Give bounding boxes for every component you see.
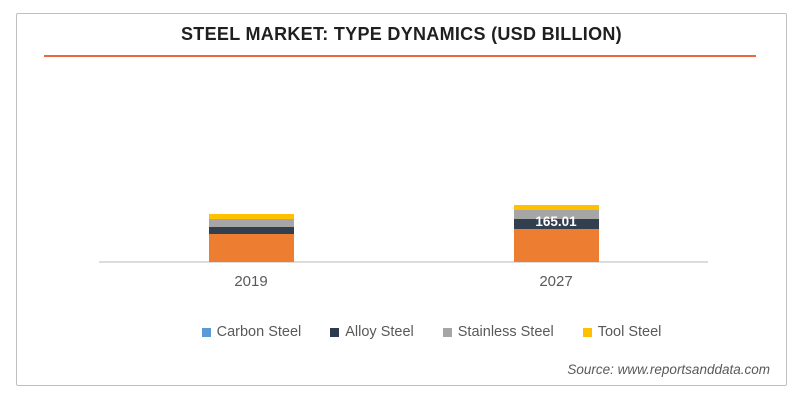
legend-label: Carbon Steel: [216, 324, 302, 340]
legend-swatch-icon: [582, 327, 592, 337]
legend-item-tool-steel: Tool Steel: [582, 324, 662, 340]
legend-item-alloy-steel: Alloy Steel: [330, 324, 414, 340]
legend-swatch-icon: [201, 327, 211, 337]
bar-segment-stainless-steel-2019: [208, 219, 294, 227]
bar-segment-carbon-steel-2019: [208, 234, 294, 262]
legend-swatch-icon: [442, 327, 452, 337]
x-axis-label-2027: 2027: [539, 273, 573, 290]
bar-segment-alloy-steel-2019: [208, 227, 294, 234]
legend-label: Tool Steel: [597, 324, 662, 340]
legend-label: Alloy Steel: [345, 324, 414, 340]
x-axis-line: [99, 261, 708, 263]
bar-segment-carbon-steel-2027: [513, 229, 599, 262]
bar-segment-alloy-steel-2027: [513, 219, 599, 229]
legend-label: Stainless Steel: [457, 324, 554, 340]
legend-item-stainless-steel: Stainless Steel: [442, 324, 554, 340]
bar-segment-tool-steel-2019: [208, 214, 294, 219]
data-label-2027: 165.01: [535, 214, 577, 229]
title-underline: [44, 55, 756, 57]
bar-segment-tool-steel-2027: [513, 205, 599, 210]
chart-title: STEEL MARKET: TYPE DYNAMICS (USD BILLION…: [181, 24, 622, 44]
chart-frame: [16, 13, 787, 386]
source-text: Source: www.reportsanddata.com: [567, 362, 770, 377]
legend-swatch-icon: [330, 327, 340, 337]
legend: Carbon Steel Alloy Steel Stainless Steel To…: [16, 324, 787, 340]
x-axis-label-2019: 2019: [234, 273, 268, 290]
bar-segment-stainless-steel-2027: [513, 210, 599, 219]
legend-item-carbon-steel: Carbon Steel: [201, 324, 302, 340]
